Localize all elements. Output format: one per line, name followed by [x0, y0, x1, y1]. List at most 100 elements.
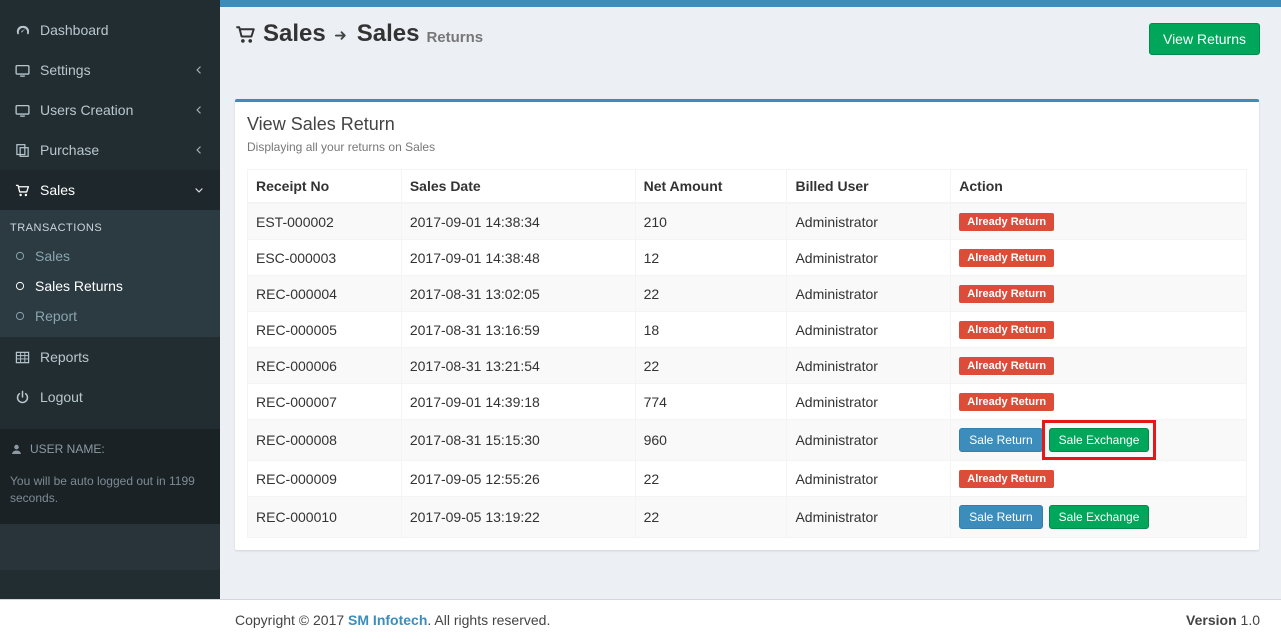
table-row: ESC-000003 2017-09-01 14:38:48 12 Administr… — [247, 239, 1247, 276]
receipt-no-cell: EST-000002 — [247, 202, 402, 240]
net-amount-cell: 22 — [634, 496, 788, 538]
sidebar-filler — [0, 569, 220, 599]
already-return-badge: Already Return — [959, 213, 1055, 231]
box-header: View Sales Return Displaying all your re… — [235, 102, 1259, 161]
already-return-badge: Already Return — [959, 285, 1055, 303]
user-name-label: USER NAME: — [30, 442, 105, 456]
user-panel: USER NAME: You will be auto logged out i… — [0, 429, 220, 524]
sidebar-item-label: Settings — [40, 62, 91, 78]
net-amount-cell: 18 — [634, 311, 788, 348]
action-cell: Already Return — [950, 275, 1247, 312]
auto-logout-notice: You will be auto logged out in 1199 seco… — [10, 474, 195, 506]
sidebar-item-label: Sales — [40, 182, 76, 198]
content-header: Sales Sales Returns View Returns — [220, 7, 1281, 55]
power-icon — [16, 390, 29, 403]
sale-exchange-button[interactable]: Sale Exchange — [1048, 428, 1150, 452]
column-header-billed-user: Billed User — [786, 169, 952, 204]
sale-return-button[interactable]: Sale Return — [959, 428, 1043, 452]
submenu-item-sales[interactable]: Sales — [0, 241, 220, 271]
receipt-no-cell: REC-000004 — [247, 275, 402, 312]
action-cell: Sale Return Sale Exchange — [950, 419, 1247, 461]
monitor-icon — [15, 64, 30, 77]
sidebar-item-label: Logout — [40, 389, 83, 405]
sidebar-item-settings[interactable]: Settings — [0, 50, 220, 90]
chevron-left-icon — [196, 66, 201, 74]
action-cell: Sale Return Sale Exchange — [950, 496, 1247, 538]
receipt-no-cell: REC-000010 — [247, 496, 402, 538]
main-content: Sales Sales Returns View Returns View Sa… — [220, 0, 1281, 599]
company-link[interactable]: SM Infotech — [348, 611, 428, 628]
sales-submenu: TRANSACTIONS Sales Sales Returns Report — [0, 210, 220, 337]
sidebar: Dashboard Settings Users Creation Purcha… — [0, 0, 220, 599]
sidebar-item-purchase[interactable]: Purchase — [0, 130, 220, 170]
arrow-right-icon — [334, 31, 346, 40]
view-returns-button[interactable]: View Returns — [1148, 23, 1260, 55]
billed-user-cell: Administrator — [786, 383, 952, 420]
sidebar-item-sales[interactable]: Sales — [0, 170, 220, 210]
table-icon — [15, 351, 30, 363]
table-row: REC-000007 2017-09-01 14:39:18 774 Administ… — [247, 383, 1247, 420]
net-amount-cell: 12 — [634, 239, 788, 276]
already-return-badge: Already Return — [959, 249, 1055, 267]
sales-date-cell: 2017-08-31 13:02:05 — [400, 275, 636, 312]
table-row: REC-000006 2017-08-31 13:21:54 22 Administr… — [247, 347, 1247, 384]
table-row: EST-000002 2017-09-01 14:38:34 210 Administ… — [247, 202, 1247, 240]
column-header-sales-date: Sales Date — [400, 169, 636, 204]
sale-return-button[interactable]: Sale Return — [959, 505, 1043, 529]
action-cell: Already Return — [950, 383, 1247, 420]
sale-exchange-button[interactable]: Sale Exchange — [1048, 505, 1150, 529]
net-amount-cell: 22 — [634, 460, 788, 497]
table-row: REC-000010 2017-09-05 13:19:22 22 Administr… — [247, 496, 1247, 538]
billed-user-cell: Administrator — [786, 347, 952, 384]
sidebar-item-dashboard[interactable]: Dashboard — [0, 10, 220, 50]
action-cell: Already Return — [950, 460, 1247, 497]
already-return-badge: Already Return — [959, 393, 1055, 411]
net-amount-cell: 210 — [634, 202, 788, 240]
sidebar-item-label: Purchase — [40, 142, 100, 158]
action-cell: Already Return — [950, 311, 1247, 348]
sidebar-item-label: Reports — [40, 349, 90, 365]
already-return-badge: Already Return — [959, 357, 1055, 375]
column-header-net-amount: Net Amount — [634, 169, 788, 204]
net-amount-cell: 22 — [634, 347, 788, 384]
receipt-no-cell: REC-000007 — [247, 383, 402, 420]
submenu-item-label: Sales Returns — [35, 278, 123, 294]
table-row: REC-000004 2017-08-31 13:02:05 22 Administr… — [247, 275, 1247, 312]
sidebar-nav: Dashboard Settings Users Creation Purcha… — [0, 0, 220, 417]
billed-user-cell: Administrator — [786, 419, 952, 461]
sales-date-cell: 2017-08-31 15:15:30 — [400, 419, 636, 461]
dashboard-icon — [16, 25, 30, 34]
page-title: Sales Sales Returns — [235, 20, 483, 48]
box-subtitle: Displaying all your returns on Sales — [247, 140, 436, 154]
page-footer: Copyright © 2017 SM Infotech. All rights… — [0, 599, 1281, 639]
table-row: REC-000009 2017-09-05 12:55:26 22 Administr… — [247, 460, 1247, 497]
net-amount-cell: 22 — [634, 275, 788, 312]
sales-date-cell: 2017-09-01 14:39:18 — [400, 383, 636, 420]
circle-icon — [15, 251, 25, 261]
billed-user-cell: Administrator — [786, 496, 952, 538]
sales-date-cell: 2017-09-05 12:55:26 — [400, 460, 636, 497]
action-cell: Already Return — [950, 202, 1247, 240]
sidebar-item-logout[interactable]: Logout — [0, 377, 220, 417]
app-root: Dashboard Settings Users Creation Purcha… — [0, 0, 1281, 599]
chevron-down-icon — [195, 188, 203, 193]
submenu-item-label: Report — [35, 308, 78, 324]
sidebar-item-users-creation[interactable]: Users Creation — [0, 90, 220, 130]
cart-icon — [15, 184, 30, 196]
table-row: REC-000008 2017-08-31 15:15:30 960 Administ… — [247, 419, 1247, 461]
column-header-receipt-no: Receipt No — [247, 169, 402, 204]
sales-date-cell: 2017-09-01 14:38:48 — [400, 239, 636, 276]
table-header-row: Receipt No Sales Date Net Amount Billed … — [247, 169, 1247, 204]
column-header-action: Action — [950, 169, 1247, 204]
sidebar-item-label: Users Creation — [40, 102, 134, 118]
submenu-item-report[interactable]: Report — [0, 301, 220, 331]
submenu-item-sales-returns[interactable]: Sales Returns — [0, 271, 220, 301]
copyright-prefix: Copyright © 2017 — [235, 611, 349, 628]
user-name-row: USER NAME: — [10, 442, 210, 456]
sidebar-item-label: Dashboard — [40, 22, 109, 38]
sidebar-item-reports[interactable]: Reports — [0, 337, 220, 377]
sales-date-cell: 2017-08-31 13:21:54 — [400, 347, 636, 384]
user-icon — [12, 444, 21, 454]
action-cell: Already Return — [950, 239, 1247, 276]
billed-user-cell: Administrator — [786, 275, 952, 312]
